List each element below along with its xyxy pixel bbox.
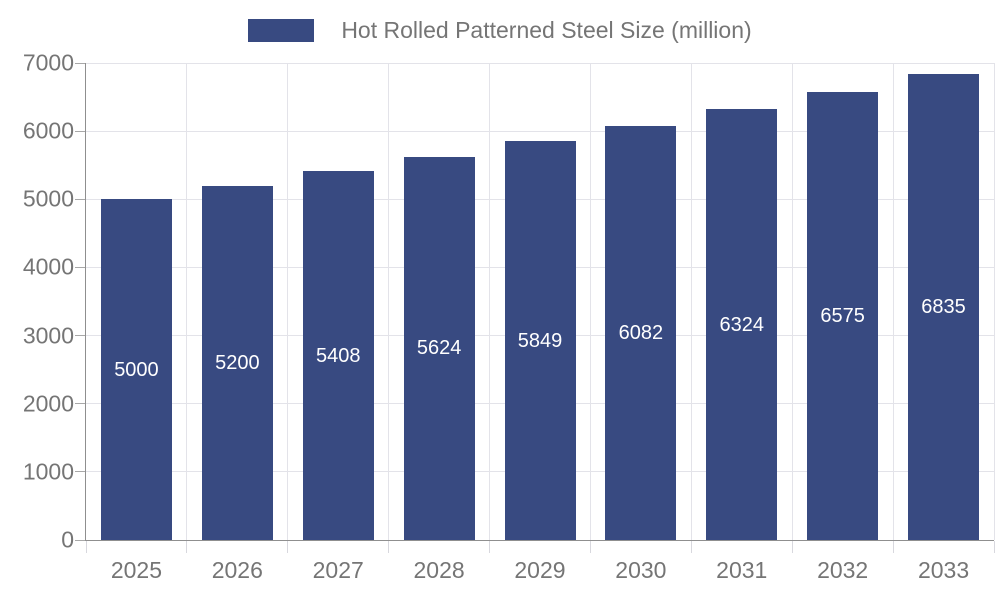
y-tick-label: 4000 <box>22 253 74 280</box>
bar: 5000 <box>100 199 172 540</box>
y-gridline <box>86 130 994 132</box>
x-gridline <box>892 63 894 540</box>
y-axis-tick <box>75 335 85 337</box>
bar: 6835 <box>908 74 980 540</box>
bar-value-label: 5408 <box>315 344 361 367</box>
bar-value-label: 5200 <box>215 351 260 374</box>
y-tick-label: 7000 <box>22 49 74 76</box>
x-axis-tick <box>892 541 894 553</box>
y-gridline <box>86 62 994 64</box>
x-gridline <box>287 63 289 540</box>
x-gridline <box>791 63 793 540</box>
y-tick-label: 3000 <box>22 322 74 349</box>
y-axis-tick <box>75 62 85 64</box>
bar: 5408 <box>302 171 374 540</box>
bar: 6082 <box>605 125 677 540</box>
x-axis-tick <box>690 541 692 553</box>
plot-area: 0 1000 2000 3000 4000 5000 6000 7000 5000 2025 520… <box>23 51 995 582</box>
bar: 5849 <box>504 141 576 540</box>
x-axis-tick <box>589 541 591 553</box>
x-gridline <box>993 63 995 540</box>
x-axis-tick <box>287 541 289 553</box>
bar-value-label: 5624 <box>416 337 462 360</box>
legend-item[interactable]: Hot Rolled Patterned Steel Size (million… <box>0 17 1000 45</box>
x-tick-label: 2033 <box>917 557 970 583</box>
y-axis-tick <box>75 403 85 405</box>
y-axis-tick <box>75 539 85 541</box>
x-axis-tick <box>489 541 491 553</box>
bar-value-label: 6575 <box>820 304 865 327</box>
x-tick-label: 2028 <box>413 557 465 583</box>
y-axis-tick <box>75 198 85 200</box>
bar-value-label: 6082 <box>618 321 664 344</box>
bar-value-label: 5849 <box>517 329 563 352</box>
bar: 5200 <box>201 185 273 540</box>
x-gridline <box>186 63 188 540</box>
bar-value-label: 5000 <box>114 358 159 381</box>
y-tick-label: 6000 <box>22 117 74 144</box>
bar-value-label: 6835 <box>921 296 966 319</box>
x-tick-label: 2030 <box>615 557 667 583</box>
x-gridline <box>589 63 591 540</box>
x-axis-tick <box>186 541 188 553</box>
y-axis-tick <box>75 471 85 473</box>
x-axis-tick <box>791 541 793 553</box>
legend-swatch <box>248 19 315 43</box>
x-tick-label: 2027 <box>312 557 364 583</box>
legend-label: Hot Rolled Patterned Steel Size (million… <box>341 17 752 43</box>
x-gridline <box>489 63 491 540</box>
x-axis-tick <box>388 541 390 553</box>
x-tick-label: 2031 <box>716 557 768 583</box>
x-gridline <box>690 63 692 540</box>
x-tick-label: 2025 <box>110 557 163 583</box>
y-tick-label: 5000 <box>22 185 74 212</box>
x-tick-label: 2026 <box>211 557 263 583</box>
x-tick-label: 2032 <box>817 557 869 583</box>
y-tick-label: 2000 <box>22 390 74 417</box>
bar: 6575 <box>807 91 879 540</box>
y-tick-label: 0 <box>61 526 74 553</box>
x-gridline <box>388 63 390 540</box>
x-axis-tick <box>85 541 87 553</box>
x-tick-label: 2029 <box>514 557 566 583</box>
y-axis-tick <box>75 266 85 268</box>
x-axis-tick <box>993 541 995 553</box>
bar: 5624 <box>403 156 475 540</box>
y-tick-label: 1000 <box>22 458 74 485</box>
y-axis-tick <box>75 130 85 132</box>
bar-value-label: 6324 <box>719 313 765 336</box>
bar: 6324 <box>706 109 778 540</box>
